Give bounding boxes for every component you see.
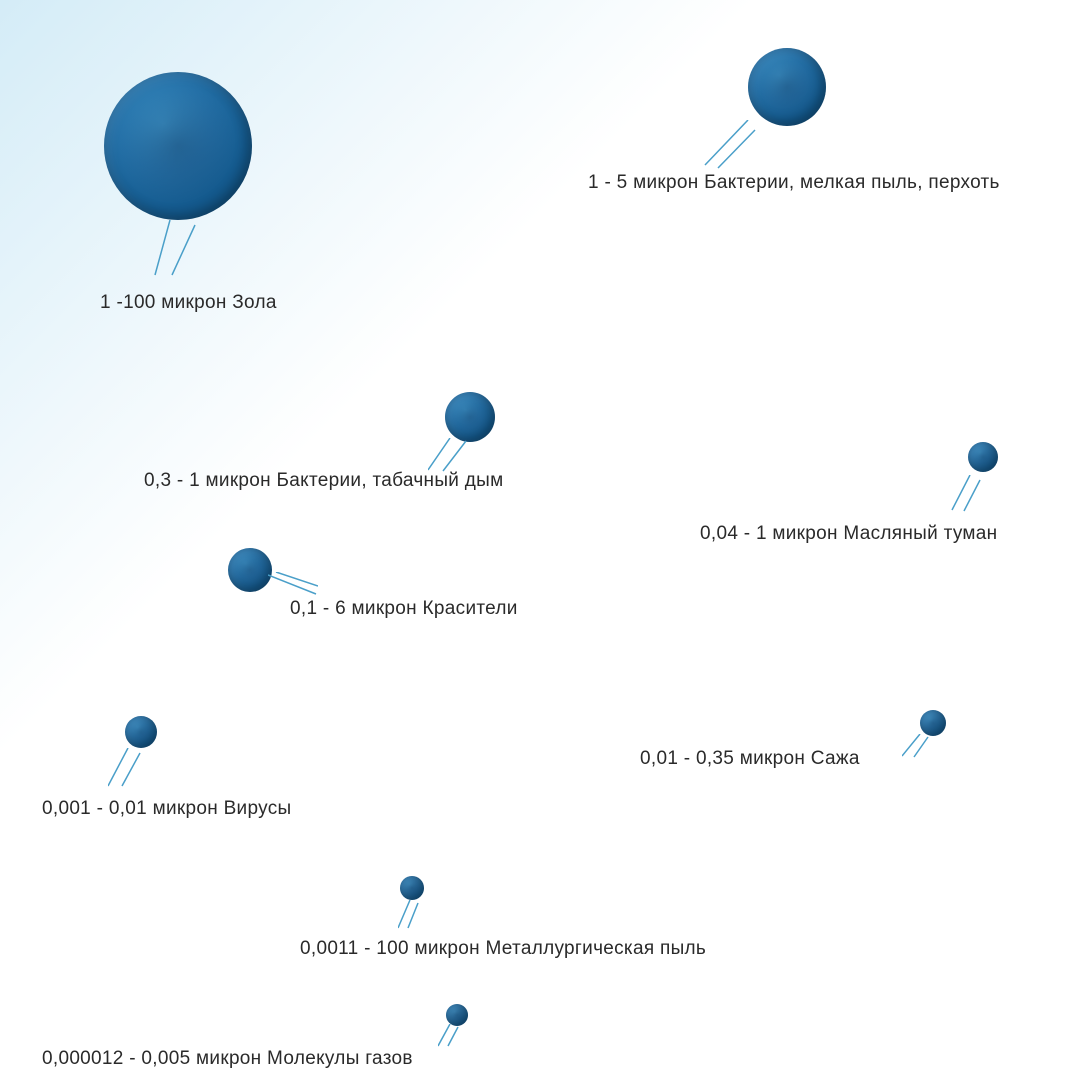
particle-bacteria_dust bbox=[748, 48, 826, 126]
pointer-bacteria_dust bbox=[700, 120, 760, 170]
particle-oil_mist bbox=[968, 442, 998, 472]
pointer-metallurgical bbox=[398, 900, 424, 930]
pointer-bacteria_smoke bbox=[428, 438, 478, 473]
particle-gas_molecules bbox=[446, 1004, 468, 1026]
particle-metallurgical bbox=[400, 876, 424, 900]
particle-ash bbox=[104, 72, 252, 220]
label-bacteria_dust: 1 - 5 микрон Бактерии, мелкая пыль, перх… bbox=[588, 172, 1000, 194]
label-soot: 0,01 - 0,35 микрон Сажа bbox=[640, 748, 860, 770]
particle-viruses bbox=[125, 716, 157, 748]
label-viruses: 0,001 - 0,01 микрон Вирусы bbox=[42, 798, 291, 820]
particle-bacteria_smoke bbox=[445, 392, 495, 442]
pointer-soot bbox=[902, 734, 932, 759]
label-ash: 1 -100 микрон Зола bbox=[100, 292, 277, 314]
particle-soot bbox=[920, 710, 946, 736]
label-bacteria_smoke: 0,3 - 1 микрон Бактерии, табачный дым bbox=[144, 470, 504, 492]
pointer-viruses bbox=[108, 748, 148, 788]
label-metallurgical: 0,0011 - 100 микрон Металлургическая пыл… bbox=[300, 938, 706, 960]
pointer-gas_molecules bbox=[438, 1024, 462, 1048]
pointer-oil_mist bbox=[950, 475, 990, 513]
label-gas_molecules: 0,000012 - 0,005 микрон Молекулы газов bbox=[42, 1048, 413, 1070]
pointer-ash bbox=[150, 220, 210, 280]
particle-dyes bbox=[228, 548, 272, 592]
label-dyes: 0,1 - 6 микрон Красители bbox=[290, 598, 518, 620]
label-oil_mist: 0,04 - 1 микрон Масляный туман bbox=[700, 523, 997, 545]
